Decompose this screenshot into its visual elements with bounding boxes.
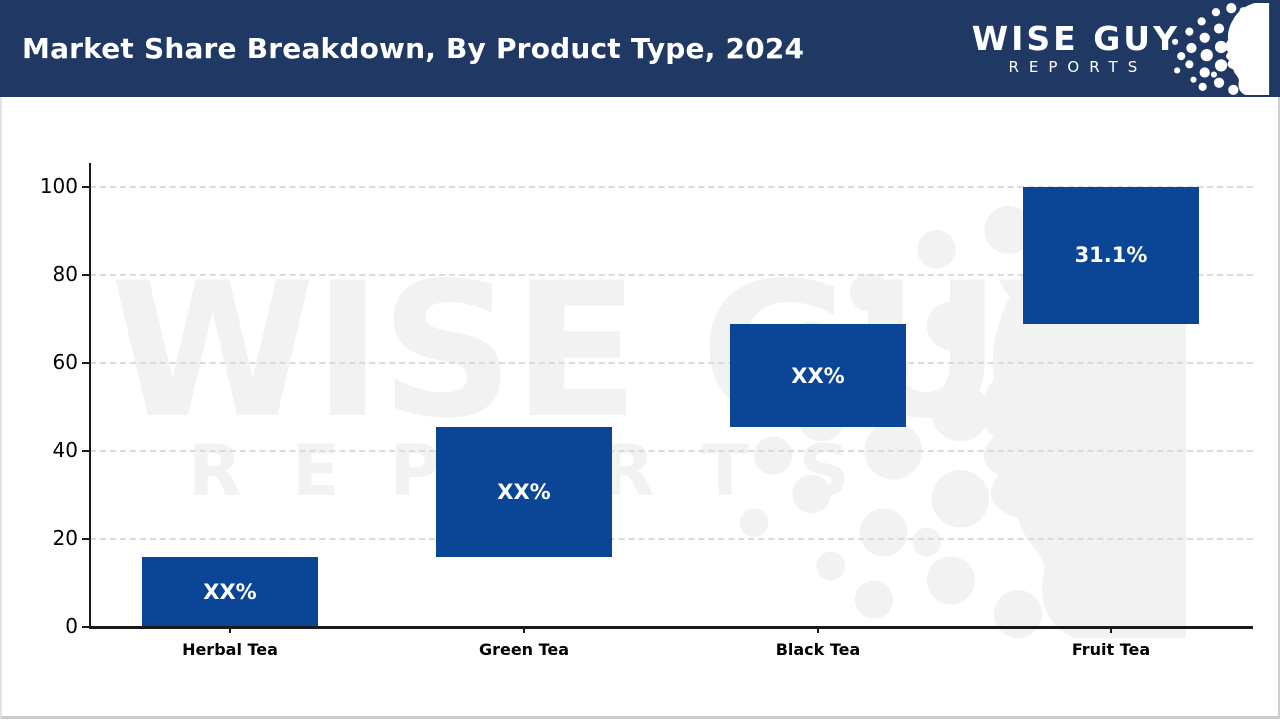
gridline-60 <box>90 362 1253 364</box>
y-axis-spine <box>89 163 91 629</box>
y-tick-mark-60 <box>82 362 90 364</box>
logo-text: WISE GUY REPORTS <box>972 22 1180 75</box>
bar-value-label: XX% <box>497 480 551 505</box>
header: Market Share Breakdown, By Product Type,… <box>0 0 1280 97</box>
y-tick-label-80: 80 <box>52 262 78 286</box>
y-tick-mark-80 <box>82 274 90 276</box>
gridline-80 <box>90 274 1253 276</box>
x-tick-label-2: Black Tea <box>775 640 861 659</box>
logo: WISE GUY REPORTS <box>972 2 1270 95</box>
bar-value-label: 31.1% <box>1074 243 1148 268</box>
gridline-20 <box>90 538 1253 540</box>
y-tick-label-60: 60 <box>52 350 78 374</box>
y-tick-label-0: 0 <box>65 614 78 638</box>
x-tick-mark-0 <box>229 627 231 633</box>
bar-value-label: XX% <box>203 580 257 604</box>
bar-green-tea: XX% <box>436 427 612 558</box>
y-tick-label-20: 20 <box>52 526 78 550</box>
y-tick-mark-40 <box>82 450 90 452</box>
gridline-100 <box>90 186 1253 188</box>
y-tick-mark-20 <box>82 538 90 540</box>
x-tick-mark-2 <box>817 627 819 633</box>
bar-value-label: XX% <box>791 363 845 388</box>
gridline-40 <box>90 450 1253 452</box>
bar-fruit-tea: 31.1% <box>1023 187 1199 324</box>
dotted-head-icon <box>1172 2 1270 95</box>
y-tick-label-40: 40 <box>52 438 78 462</box>
x-tick-label-1: Green Tea <box>478 640 570 659</box>
x-tick-mark-1 <box>523 627 525 633</box>
y-tick-label-100: 100 <box>39 174 78 198</box>
x-tick-label-0: Herbal Tea <box>182 640 278 659</box>
logo-name: WISE GUY <box>971 19 1180 58</box>
y-tick-mark-0 <box>82 626 90 628</box>
bar-black-tea: XX% <box>730 323 906 428</box>
bar-herbal-tea: XX% <box>142 557 318 627</box>
logo-tagline: REPORTS <box>1008 58 1148 76</box>
x-tick-label-3: Fruit Tea <box>1071 640 1151 659</box>
x-axis-spine <box>89 626 1253 629</box>
x-tick-mark-3 <box>1110 627 1112 633</box>
page-title: Market Share Breakdown, By Product Type,… <box>22 32 805 65</box>
y-tick-mark-100 <box>82 186 90 188</box>
